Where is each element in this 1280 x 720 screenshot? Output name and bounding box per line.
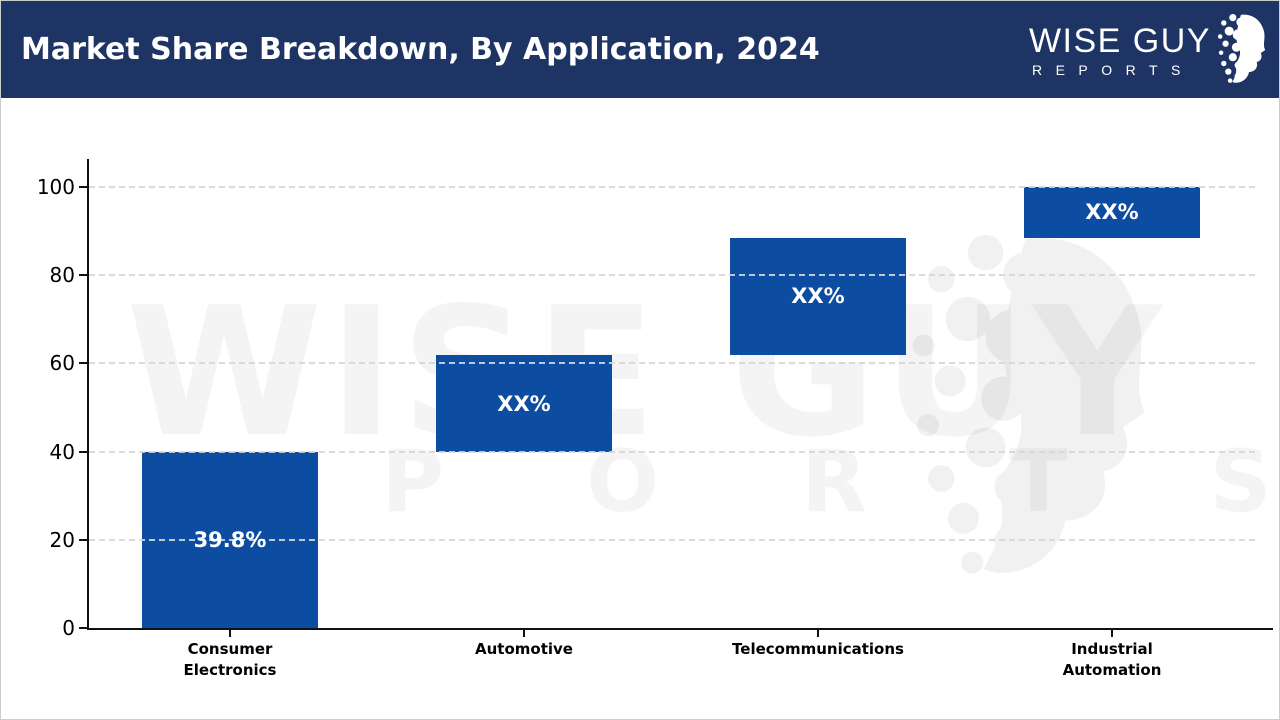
category-label-line: Telecommunications [732,640,904,658]
y-tick-label: 0 [62,616,75,640]
category-label-line: Industrial [1071,640,1153,658]
gridline [89,538,1255,541]
header-bar: Market Share Breakdown, By Application, … [1,1,1279,98]
y-tick-mark [79,450,87,453]
category-label-line: Automation [1062,661,1162,679]
y-tick-label: 60 [49,351,75,376]
y-tick-label: 80 [49,263,75,288]
category-label: Telecommunications [668,639,968,660]
y-axis-line [87,159,89,630]
y-tick-mark [79,538,87,541]
gridline [89,274,1255,277]
bar-value-label: XX% [1085,200,1139,225]
y-tick-label: 100 [36,175,75,199]
bar-value-label: XX% [791,284,845,309]
wiseguy-head-icon [1217,14,1266,83]
gridline [89,450,1255,453]
bar-value-label: 39.8% [193,528,267,553]
category-label-line: Electronics [183,661,277,679]
x-tick-mark [1111,630,1113,637]
bar-value-label: XX% [497,391,551,416]
category-label: Automotive [374,639,674,660]
y-tick-mark [79,186,87,188]
page-title: Market Share Breakdown, By Application, … [21,32,820,67]
y-tick-mark [79,274,87,277]
brand-name: WISE GUY [1028,21,1211,60]
category-label: Industrial Automation [962,639,1262,681]
x-tick-mark [229,630,231,637]
bar-segment [1024,187,1200,238]
category-label-line: Consumer [187,640,273,658]
x-axis-line [87,628,1273,630]
bar-segment [436,354,612,453]
y-tick-label: 20 [49,527,75,552]
y-tick-mark [79,362,87,365]
brand-logo: WISE GUY REPORTS [1029,7,1267,93]
brand-wordmark: WISE GUY REPORTS [1029,23,1211,78]
y-tick-label: 40 [49,439,75,464]
x-tick-mark [817,630,819,637]
brand-subtitle: REPORTS [1031,61,1194,78]
category-label-line: Automotive [475,640,573,658]
x-tick-mark [523,630,525,637]
gridline [89,362,1255,365]
gridline [89,186,1255,188]
y-tick-mark [79,627,87,629]
bar-segment [730,237,906,355]
category-label: Consumer Electronics [80,639,380,681]
